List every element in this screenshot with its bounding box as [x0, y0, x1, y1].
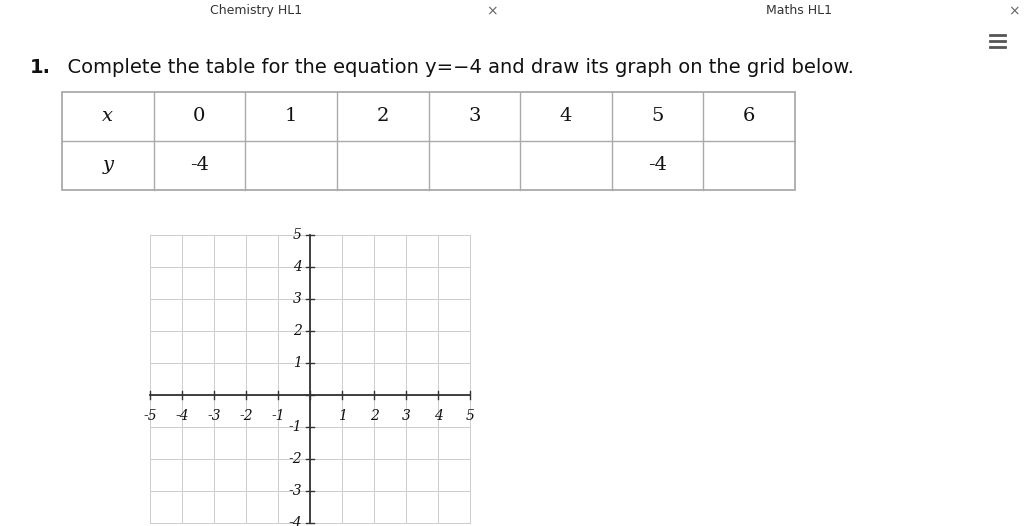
Text: 4: 4 — [560, 107, 572, 126]
Text: -3: -3 — [207, 409, 221, 423]
Text: 1: 1 — [338, 409, 346, 423]
Text: -5: -5 — [143, 409, 157, 423]
Text: 2: 2 — [377, 107, 389, 126]
Text: -4: -4 — [648, 157, 667, 175]
Text: 1: 1 — [285, 107, 297, 126]
Text: 5: 5 — [651, 107, 664, 126]
Text: 4: 4 — [433, 409, 442, 423]
Text: y: y — [102, 157, 114, 175]
Text: Complete the table for the equation y=−4 and draw its graph on the grid below.: Complete the table for the equation y=−4… — [55, 58, 854, 77]
Text: 2: 2 — [370, 409, 379, 423]
Text: 0: 0 — [194, 107, 206, 126]
Text: 5: 5 — [466, 409, 474, 423]
Text: Chemistry HL1: Chemistry HL1 — [210, 5, 302, 17]
Text: 6: 6 — [743, 107, 756, 126]
Text: 4: 4 — [293, 260, 302, 274]
Text: 3: 3 — [401, 409, 411, 423]
Text: 1.: 1. — [30, 58, 51, 77]
Text: -4: -4 — [189, 157, 209, 175]
Text: 5: 5 — [293, 228, 302, 242]
Text: -2: -2 — [240, 409, 253, 423]
Text: 3: 3 — [293, 292, 302, 306]
Text: -1: -1 — [271, 409, 285, 423]
Text: -4: -4 — [289, 516, 302, 526]
Text: -4: -4 — [175, 409, 188, 423]
Text: 3: 3 — [468, 107, 480, 126]
Text: -3: -3 — [289, 484, 302, 498]
Text: ×: × — [1008, 4, 1020, 18]
Text: ×: × — [485, 4, 498, 18]
Text: -2: -2 — [289, 452, 302, 466]
Text: Maths HL1: Maths HL1 — [766, 5, 831, 17]
Bar — [62, 92, 795, 190]
Text: 1: 1 — [293, 356, 302, 370]
Text: -1: -1 — [289, 420, 302, 434]
Text: 2: 2 — [293, 324, 302, 338]
Text: x: x — [102, 107, 114, 126]
